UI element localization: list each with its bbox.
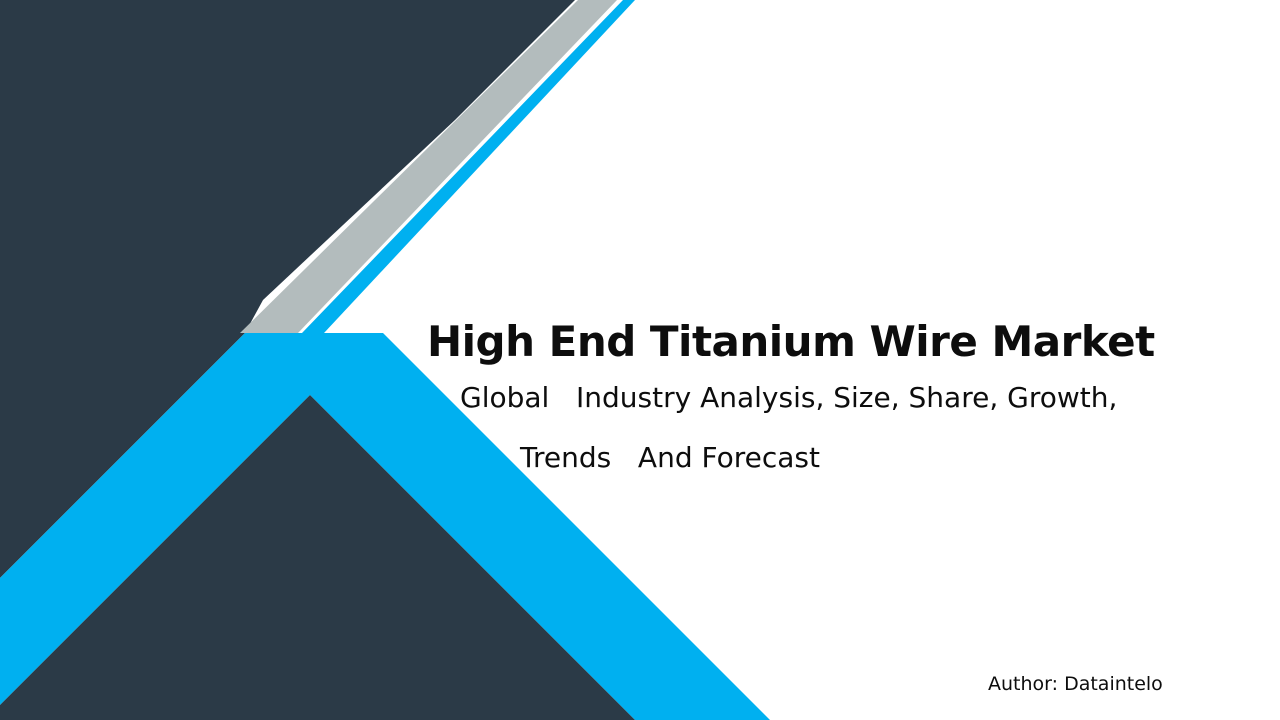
author-credit: Author: Dataintelo bbox=[988, 673, 1163, 695]
corner-dark-shape bbox=[0, 0, 575, 578]
accent-chevron-band bbox=[0, 333, 770, 720]
report-subtitle-line-1: Global Industry Analysis, Size, Share, G… bbox=[460, 381, 1118, 414]
report-subtitle-line-2: Trends And Forecast bbox=[520, 441, 820, 474]
report-title: High End Titanium Wire Market bbox=[427, 317, 1155, 366]
inner-dark-triangle bbox=[0, 395, 635, 720]
accent-diagonal-stripe bbox=[302, 0, 635, 333]
silver-diagonal-stripe bbox=[240, 0, 617, 333]
